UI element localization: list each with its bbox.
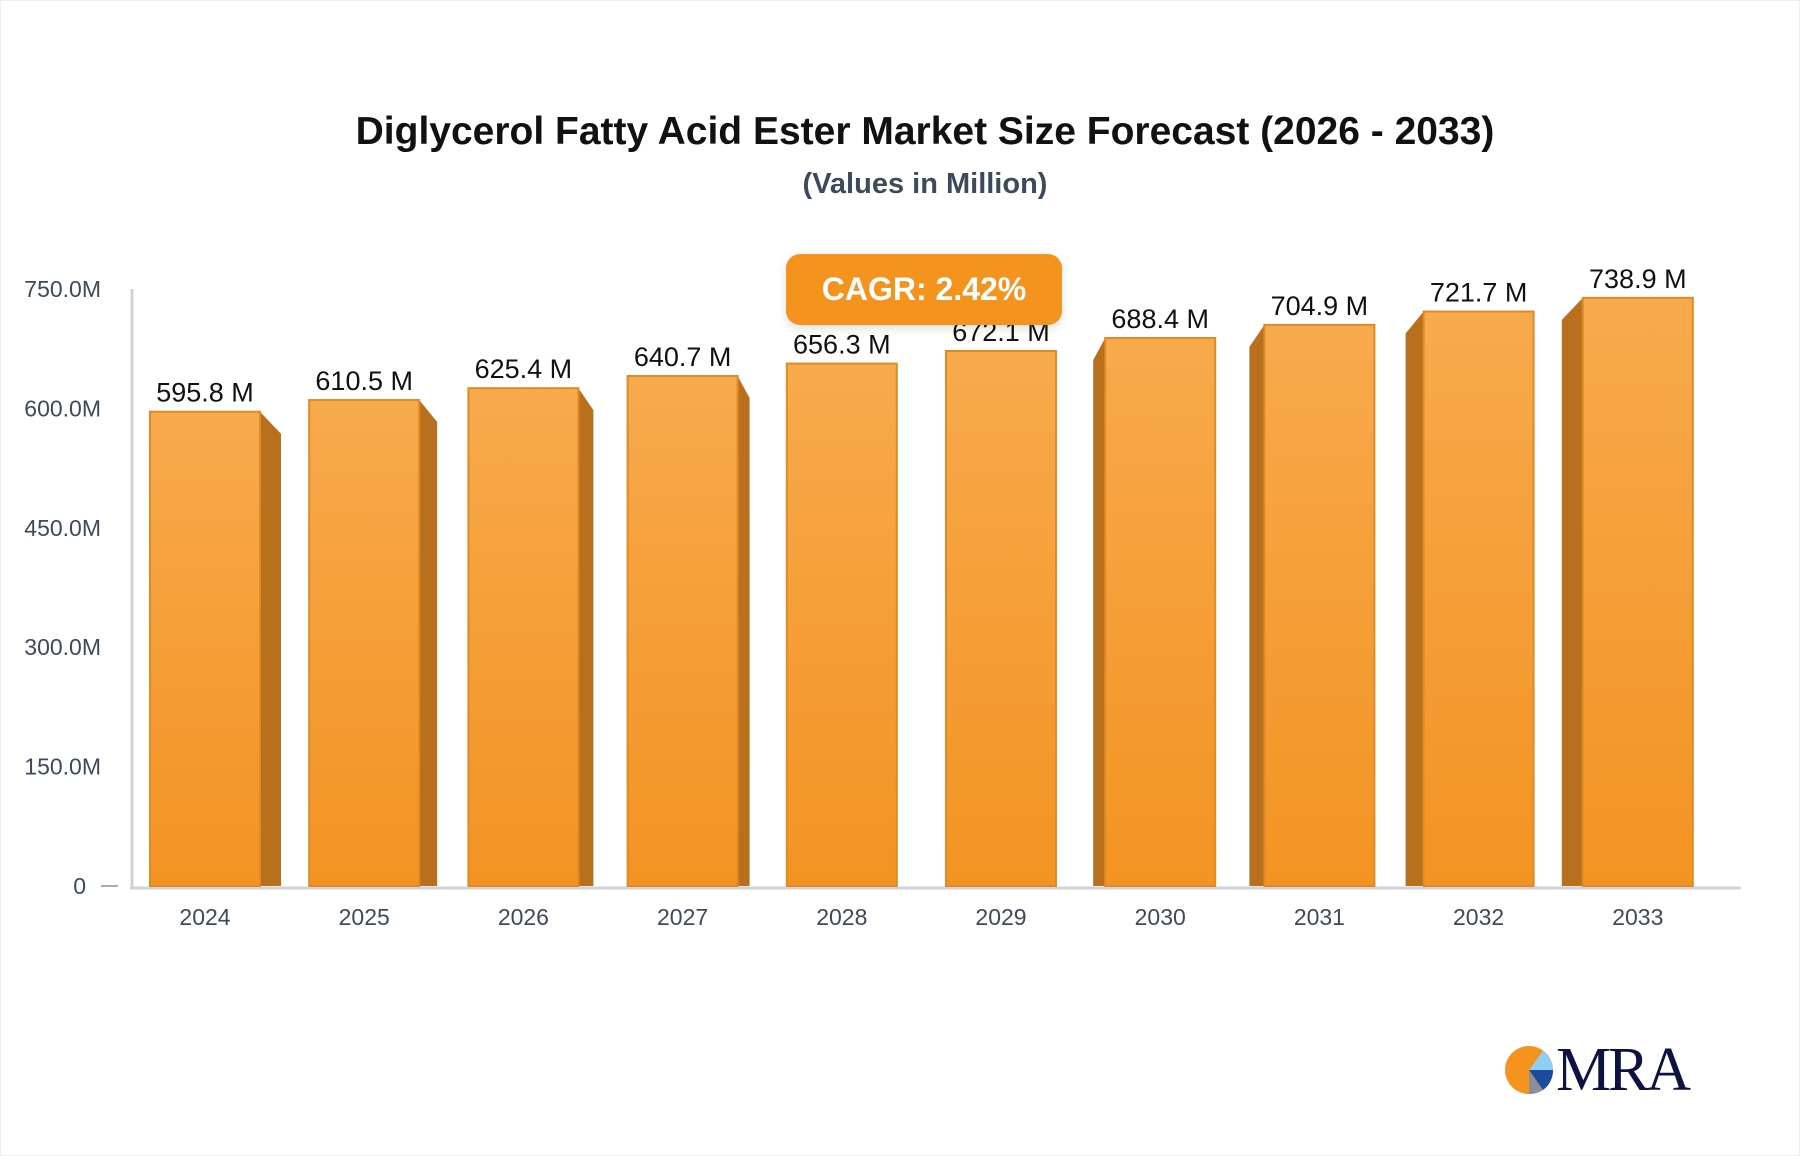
data-label: 640.7 M bbox=[634, 342, 732, 372]
bar bbox=[1104, 337, 1217, 887]
bar bbox=[785, 362, 898, 887]
x-tick-label: 2032 bbox=[1453, 904, 1504, 930]
y-tick-label: 0 bbox=[73, 873, 86, 899]
bar bbox=[1263, 323, 1376, 887]
x-tick-label: 2027 bbox=[657, 904, 708, 930]
x-tick-label: 2028 bbox=[816, 904, 867, 930]
bar bbox=[1422, 310, 1535, 887]
bar-side bbox=[260, 411, 281, 886]
x-tick-label: 2030 bbox=[1135, 904, 1186, 930]
bar-2028: 656.3 M 2028 bbox=[785, 330, 898, 930]
data-label: 595.8 M bbox=[156, 378, 254, 408]
bar-side bbox=[578, 388, 594, 886]
x-tick-label: 2031 bbox=[1294, 904, 1345, 930]
bar-2026: 625.4 M 2026 bbox=[467, 354, 594, 930]
chart-title: Diglycerol Fatty Acid Ester Market Size … bbox=[355, 110, 1495, 153]
x-tick-label: 2033 bbox=[1612, 904, 1663, 930]
y-tick-label: 300.0M bbox=[24, 634, 101, 660]
bar-side bbox=[419, 400, 438, 886]
bar-side bbox=[1405, 311, 1424, 886]
y-tick-label: 600.0M bbox=[24, 395, 101, 421]
data-label: 704.9 M bbox=[1271, 291, 1369, 321]
bar-2025: 610.5 M 2025 bbox=[308, 366, 438, 930]
bar bbox=[626, 375, 739, 887]
bar-2032: 721.7 M 2032 bbox=[1405, 278, 1535, 930]
bar-side bbox=[1561, 297, 1583, 887]
data-label: 721.7 M bbox=[1430, 278, 1528, 308]
bar-side bbox=[1249, 324, 1265, 886]
data-label: 738.9 M bbox=[1589, 264, 1687, 294]
bar-2033: 738.9 M 2033 bbox=[1561, 264, 1694, 930]
bar-2030: 688.4 M 2030 bbox=[1093, 304, 1217, 930]
data-label: 656.3 M bbox=[793, 330, 891, 360]
bar-2024: 595.8 M 2024 bbox=[149, 378, 281, 930]
y-tick-label: 150.0M bbox=[24, 754, 101, 780]
x-tick-label: 2029 bbox=[975, 904, 1026, 930]
bar bbox=[308, 399, 421, 887]
bar bbox=[149, 410, 261, 887]
bar bbox=[1581, 296, 1694, 888]
x-tick-label: 2026 bbox=[498, 904, 549, 930]
x-tick-label: 2024 bbox=[179, 904, 230, 930]
x-tick-label: 2025 bbox=[339, 904, 390, 930]
bar bbox=[945, 350, 1057, 887]
y-tick-label: 450.0M bbox=[24, 515, 101, 541]
cagr-badge: CAGR: 2.42% bbox=[786, 254, 1062, 325]
data-label: 610.5 M bbox=[315, 366, 413, 396]
bar-2031: 704.9 M 2031 bbox=[1249, 291, 1376, 930]
data-label: 625.4 M bbox=[475, 354, 573, 384]
bar bbox=[467, 387, 580, 887]
y-tick-label: 750.0M bbox=[24, 276, 101, 302]
chart-subtitle: (Values in Million) bbox=[802, 168, 1048, 200]
bar-side bbox=[1093, 338, 1106, 887]
data-label: 688.4 M bbox=[1111, 304, 1209, 334]
bar-2027: 640.7 M 2027 bbox=[626, 342, 750, 930]
bar-side bbox=[737, 376, 750, 886]
